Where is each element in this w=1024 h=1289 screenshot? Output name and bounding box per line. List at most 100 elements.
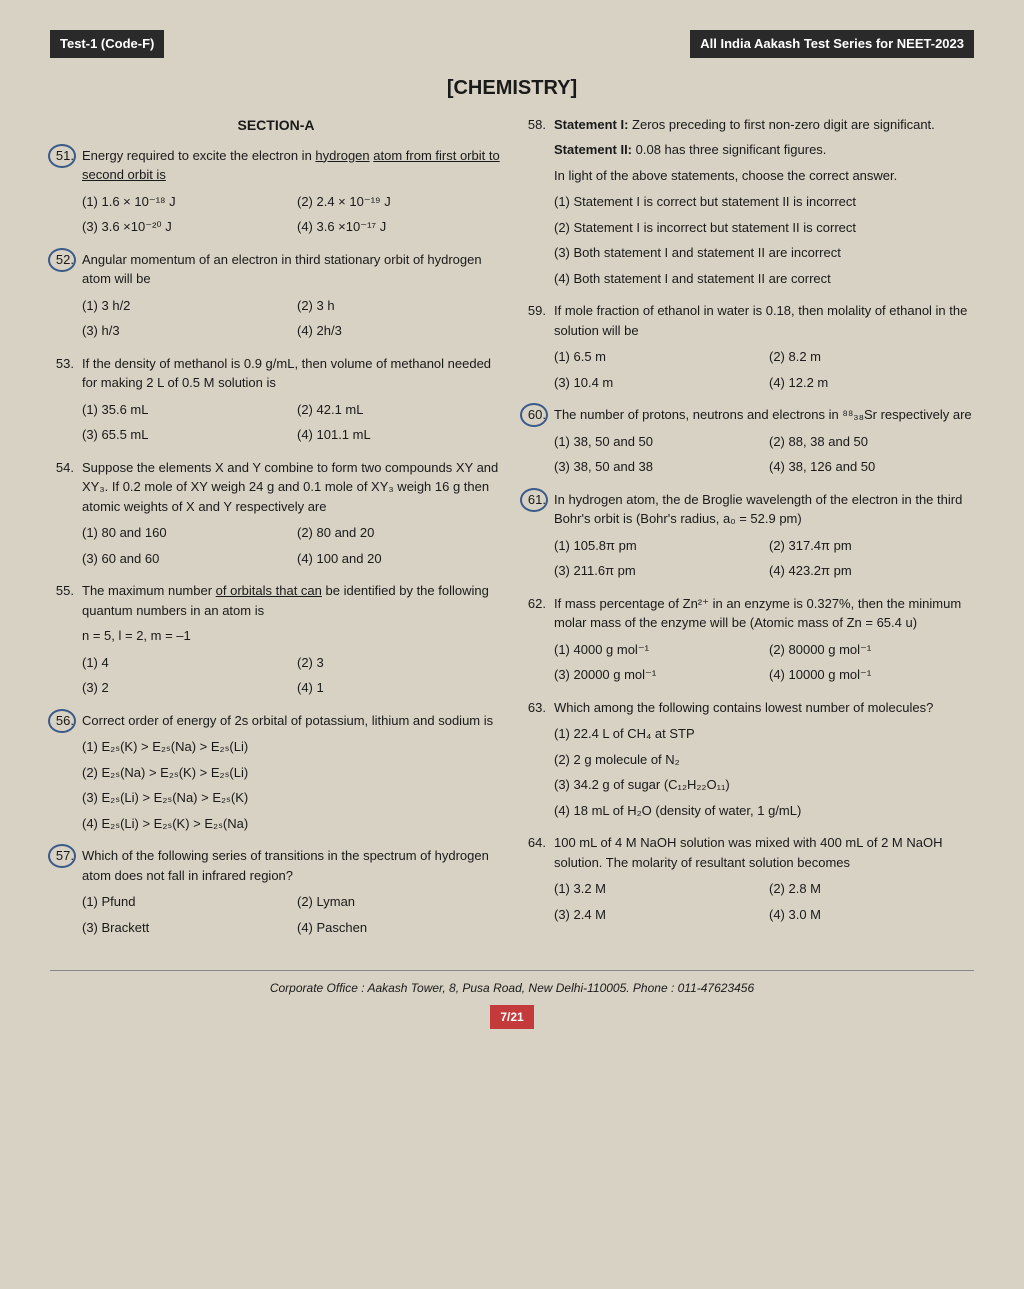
qtext: The maximum number of orbitals that can … <box>82 581 502 620</box>
options: (1) 1.6 × 10⁻¹⁸ J (2) 2.4 × 10⁻¹⁹ J (3) … <box>82 191 502 238</box>
qtext: If mass percentage of Zn²⁺ in an enzyme … <box>554 594 974 633</box>
qtext: The number of protons, neutrons and elec… <box>554 405 974 425</box>
qnum-60: 60. <box>522 405 554 478</box>
qtext: If mole fraction of ethanol in water is … <box>554 301 974 340</box>
qcontent: Correct order of energy of 2s orbital of… <box>82 711 502 835</box>
qcontent: Angular momentum of an electron in third… <box>82 250 502 342</box>
options: (1) 6.5 m (2) 8.2 m (3) 10.4 m (4) 12.2 … <box>554 346 974 393</box>
question-52: 52. Angular momentum of an electron in t… <box>50 250 502 342</box>
opt-2: (2) 317.4π pm <box>769 535 974 557</box>
opt-4: (4) Both statement I and statement II ar… <box>554 268 974 290</box>
circle-icon <box>48 709 76 733</box>
opt-4: (4) 101.1 mL <box>297 424 502 446</box>
opt-4: (4) 3.6 ×10⁻¹⁷ J <box>297 216 502 238</box>
main-title: [CHEMISTRY] <box>50 73 974 103</box>
question-54: 54. Suppose the elements X and Y combine… <box>50 458 502 570</box>
options: (1) 3.2 M (2) 2.8 M (3) 2.4 M (4) 3.0 M <box>554 878 974 925</box>
options: (1) Pfund (2) Lyman (3) Brackett (4) Pas… <box>82 891 502 938</box>
question-53: 53. If the density of methanol is 0.9 g/… <box>50 354 502 446</box>
page-number: 7/21 <box>490 1005 533 1029</box>
options: (1) 4000 g mol⁻¹ (2) 80000 g mol⁻¹ (3) 2… <box>554 639 974 686</box>
qtext: Correct order of energy of 2s orbital of… <box>82 711 502 731</box>
opt-2: (2) 3 h <box>297 295 502 317</box>
qtext: Suppose the elements X and Y combine to … <box>82 458 502 517</box>
qtext: Which of the following series of transit… <box>82 846 502 885</box>
opt-2: (2) 42.1 mL <box>297 399 502 421</box>
qnum-56: 56. <box>50 711 82 835</box>
question-55: 55. The maximum number of orbitals that … <box>50 581 502 699</box>
qnum-61: 61. <box>522 490 554 582</box>
options: (1) E₂ₛ(K) > E₂ₛ(Na) > E₂ₛ(Li) (2) E₂ₛ(N… <box>82 736 502 834</box>
left-column: SECTION-A 51. Energy required to excite … <box>50 115 502 951</box>
opt-4: (4) 100 and 20 <box>297 548 502 570</box>
opt-1: (1) 80 and 160 <box>82 522 287 544</box>
qcontent: If the density of methanol is 0.9 g/mL, … <box>82 354 502 446</box>
opt-2: (2) 8.2 m <box>769 346 974 368</box>
lead: In light of the above statements, choose… <box>554 166 974 186</box>
qnum-53: 53. <box>50 354 82 446</box>
opt-3: (3) 211.6π pm <box>554 560 759 582</box>
opt-1: (1) 3.2 M <box>554 878 759 900</box>
options: (1) 3 h/2 (2) 3 h (3) h/3 (4) 2h/3 <box>82 295 502 342</box>
question-51: 51. Energy required to excite the electr… <box>50 146 502 238</box>
opt-3: (3) 20000 g mol⁻¹ <box>554 664 759 686</box>
opt-3: (3) 3.6 ×10⁻²⁰ J <box>82 216 287 238</box>
qtext: In hydrogen atom, the de Broglie wavelen… <box>554 490 974 529</box>
qnum-52: 52. <box>50 250 82 342</box>
opt-2: (2) 2.8 M <box>769 878 974 900</box>
question-56: 56. Correct order of energy of 2s orbita… <box>50 711 502 835</box>
opt-3: (3) 10.4 m <box>554 372 759 394</box>
qcontent: Which of the following series of transit… <box>82 846 502 938</box>
qnum-59: 59. <box>522 301 554 393</box>
qnum-58: 58. <box>522 115 554 290</box>
qnum-57: 57. <box>50 846 82 938</box>
columns: SECTION-A 51. Energy required to excite … <box>50 115 974 951</box>
opt-1: (1) 38, 50 and 50 <box>554 431 759 453</box>
circle-icon <box>48 248 76 272</box>
opt-4: (4) 3.0 M <box>769 904 974 926</box>
question-63: 63. Which among the following contains l… <box>522 698 974 822</box>
circle-icon <box>520 488 548 512</box>
opt-4: (4) 18 mL of H₂O (density of water, 1 g/… <box>554 800 974 822</box>
statement-2: Statement II: 0.08 has three significant… <box>554 140 974 160</box>
footer-text: Corporate Office : Aakash Tower, 8, Pusa… <box>50 979 974 997</box>
opt-3: (3) h/3 <box>82 320 287 342</box>
qtext: Angular momentum of an electron in third… <box>82 250 502 289</box>
question-58: 58. Statement I: Zeros preceding to firs… <box>522 115 974 290</box>
opt-1: (1) Statement I is correct but statement… <box>554 191 974 213</box>
opt-1: (1) Pfund <box>82 891 287 913</box>
qtext: Which among the following contains lowes… <box>554 698 974 718</box>
opt-3: (3) Both statement I and statement II ar… <box>554 242 974 264</box>
qtext: If the density of methanol is 0.9 g/mL, … <box>82 354 502 393</box>
opt-3: (3) 2.4 M <box>554 904 759 926</box>
qnum-55: 55. <box>50 581 82 699</box>
qcontent: The number of protons, neutrons and elec… <box>554 405 974 478</box>
opt-4: (4) 38, 126 and 50 <box>769 456 974 478</box>
opt-2: (2) Statement I is incorrect but stateme… <box>554 217 974 239</box>
opt-1: (1) 4000 g mol⁻¹ <box>554 639 759 661</box>
right-column: 58. Statement I: Zeros preceding to firs… <box>522 115 974 951</box>
options: (1) 4 (2) 3 (3) 2 (4) 1 <box>82 652 502 699</box>
opt-1: (1) E₂ₛ(K) > E₂ₛ(Na) > E₂ₛ(Li) <box>82 736 502 758</box>
opt-3: (3) 65.5 mL <box>82 424 287 446</box>
opt-3: (3) 34.2 g of sugar (C₁₂H₂₂O₁₁) <box>554 774 974 796</box>
header-left: Test-1 (Code-F) <box>50 30 164 58</box>
qcontent: 100 mL of 4 M NaOH solution was mixed wi… <box>554 833 974 925</box>
opt-2: (2) 80000 g mol⁻¹ <box>769 639 974 661</box>
question-61: 61. In hydrogen atom, the de Broglie wav… <box>522 490 974 582</box>
options: (1) 38, 50 and 50 (2) 88, 38 and 50 (3) … <box>554 431 974 478</box>
qcontent: The maximum number of orbitals that can … <box>82 581 502 699</box>
opt-2: (2) 88, 38 and 50 <box>769 431 974 453</box>
question-64: 64. 100 mL of 4 M NaOH solution was mixe… <box>522 833 974 925</box>
section-a-title: SECTION-A <box>50 115 502 136</box>
opt-4: (4) 10000 g mol⁻¹ <box>769 664 974 686</box>
opt-2: (2) 80 and 20 <box>297 522 502 544</box>
qnum-51: 51. <box>50 146 82 238</box>
opt-3: (3) Brackett <box>82 917 287 939</box>
qcontent: Statement I: Zeros preceding to first no… <box>554 115 974 290</box>
opt-1: (1) 1.6 × 10⁻¹⁸ J <box>82 191 287 213</box>
qcontent: In hydrogen atom, the de Broglie wavelen… <box>554 490 974 582</box>
qcontent: If mole fraction of ethanol in water is … <box>554 301 974 393</box>
options: (1) 80 and 160 (2) 80 and 20 (3) 60 and … <box>82 522 502 569</box>
opt-4: (4) 423.2π pm <box>769 560 974 582</box>
